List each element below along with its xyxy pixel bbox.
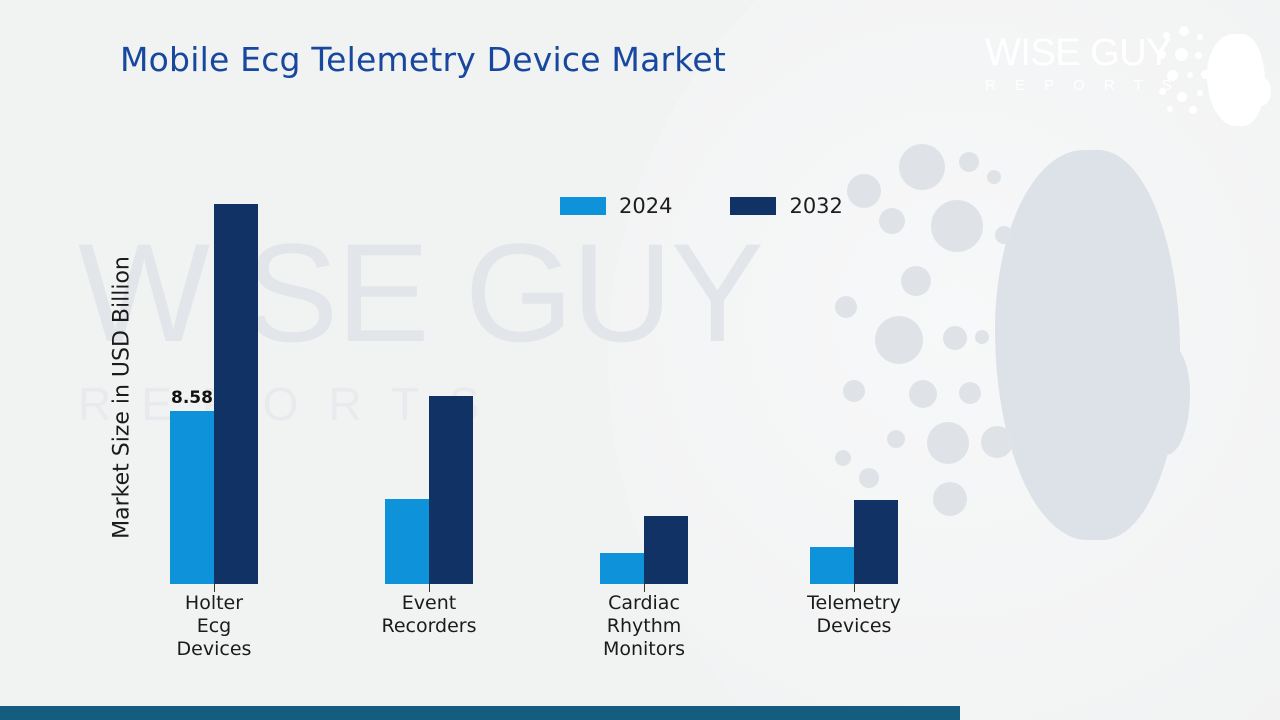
- bar-2032-4[interactable]: [854, 500, 898, 584]
- bar-2032-1[interactable]: [214, 204, 258, 584]
- logo-dot-cluster-icon: [1155, 26, 1275, 121]
- watermark-dot-cluster-icon: [835, 130, 1135, 560]
- bar-group: [600, 160, 688, 584]
- bar-2032-2[interactable]: [429, 396, 473, 584]
- bar-2024-4[interactable]: [810, 547, 854, 584]
- x-axis-tick: [429, 583, 430, 592]
- bar-group: [810, 160, 898, 584]
- logo-secondary-text: R E P O R T S: [985, 77, 1180, 94]
- x-axis-label-4: Telemetry Devices: [754, 592, 954, 638]
- x-axis-label-line: Devices: [176, 638, 252, 660]
- x-axis-label-line: Monitors: [602, 638, 686, 660]
- legend-item-2032[interactable]: 2032: [730, 194, 843, 218]
- x-axis-label-line: Recorders: [381, 615, 477, 637]
- x-axis-label-line: Event: [401, 592, 457, 614]
- bar-2024-2[interactable]: [385, 499, 429, 584]
- x-axis-label-line: Devices: [816, 615, 892, 637]
- x-axis-label-line: Ecg: [196, 615, 232, 637]
- x-axis-label-line: Rhythm: [606, 615, 682, 637]
- watermark-head-profile: [995, 150, 1190, 540]
- logo-primary-text: WISE GUY: [985, 32, 1172, 74]
- page-title: Mobile Ecg Telemetry Device Market: [120, 40, 727, 79]
- bar-2032-3[interactable]: [644, 516, 688, 584]
- plot-area: 8.58: [100, 160, 930, 584]
- bar-group: 8.58: [170, 160, 258, 584]
- bar-group: [385, 160, 473, 584]
- legend-label-2032: 2032: [789, 194, 843, 218]
- bar-2024-1[interactable]: 8.58: [170, 388, 214, 584]
- bar-2024-3[interactable]: [600, 553, 644, 584]
- x-axis-tick: [854, 583, 855, 592]
- x-axis-label-3: Cardiac Rhythm Monitors: [544, 592, 744, 661]
- x-axis-label-2: Event Recorders: [329, 592, 529, 638]
- logo-head-icon: [1207, 34, 1271, 126]
- legend-swatch-2024: [560, 197, 606, 215]
- x-axis-label-line: Cardiac: [608, 592, 680, 614]
- footer-strip: [0, 706, 960, 720]
- bar-value-label: 8.58: [171, 388, 213, 408]
- x-axis-label-line: Holter: [184, 592, 244, 614]
- legend-label-2024: 2024: [619, 194, 673, 218]
- logo: WISE GUY R E P O R T S: [985, 26, 1271, 126]
- chart-legend: 2024 2032: [560, 194, 843, 218]
- x-axis-label-1: Holter Ecg Devices: [114, 592, 314, 661]
- x-axis-tick: [644, 583, 645, 592]
- x-axis-label-line: Telemetry: [807, 592, 901, 614]
- legend-swatch-2032: [730, 197, 777, 215]
- x-axis-tick: [214, 583, 215, 592]
- legend-item-2024[interactable]: 2024: [560, 194, 672, 218]
